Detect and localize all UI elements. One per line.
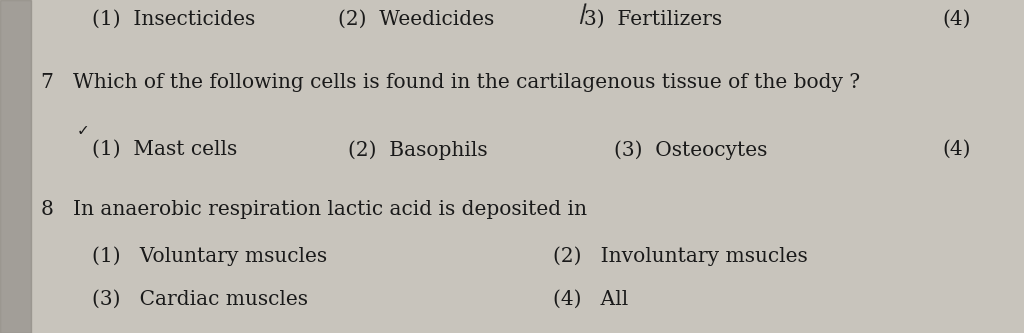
Text: ✓: ✓ — [77, 123, 89, 138]
Bar — [0, 0, 31, 333]
Text: /: / — [579, 3, 589, 27]
Text: (2)  Weedicides: (2) Weedicides — [338, 10, 495, 29]
Text: (1)  Mast cells: (1) Mast cells — [92, 140, 238, 159]
Text: 7   Which of the following cells is found in the cartilagenous tissue of the bod: 7 Which of the following cells is found … — [41, 73, 860, 92]
Text: (4)   All: (4) All — [553, 290, 628, 309]
Text: (1)   Voluntary msucles: (1) Voluntary msucles — [92, 246, 328, 266]
Text: (4): (4) — [942, 140, 971, 159]
Text: (4): (4) — [942, 10, 971, 29]
Text: (2)   Involuntary msucles: (2) Involuntary msucles — [553, 246, 808, 266]
Text: (2)  Basophils: (2) Basophils — [348, 140, 487, 160]
Text: (3)  Osteocytes: (3) Osteocytes — [614, 140, 768, 160]
Text: 8   In anaerobic respiration lactic acid is deposited in: 8 In anaerobic respiration lactic acid i… — [41, 200, 587, 219]
Text: (1)  Insecticides: (1) Insecticides — [92, 10, 255, 29]
Text: (3)   Cardiac muscles: (3) Cardiac muscles — [92, 290, 308, 309]
Text: 3)  Fertilizers: 3) Fertilizers — [584, 10, 722, 29]
